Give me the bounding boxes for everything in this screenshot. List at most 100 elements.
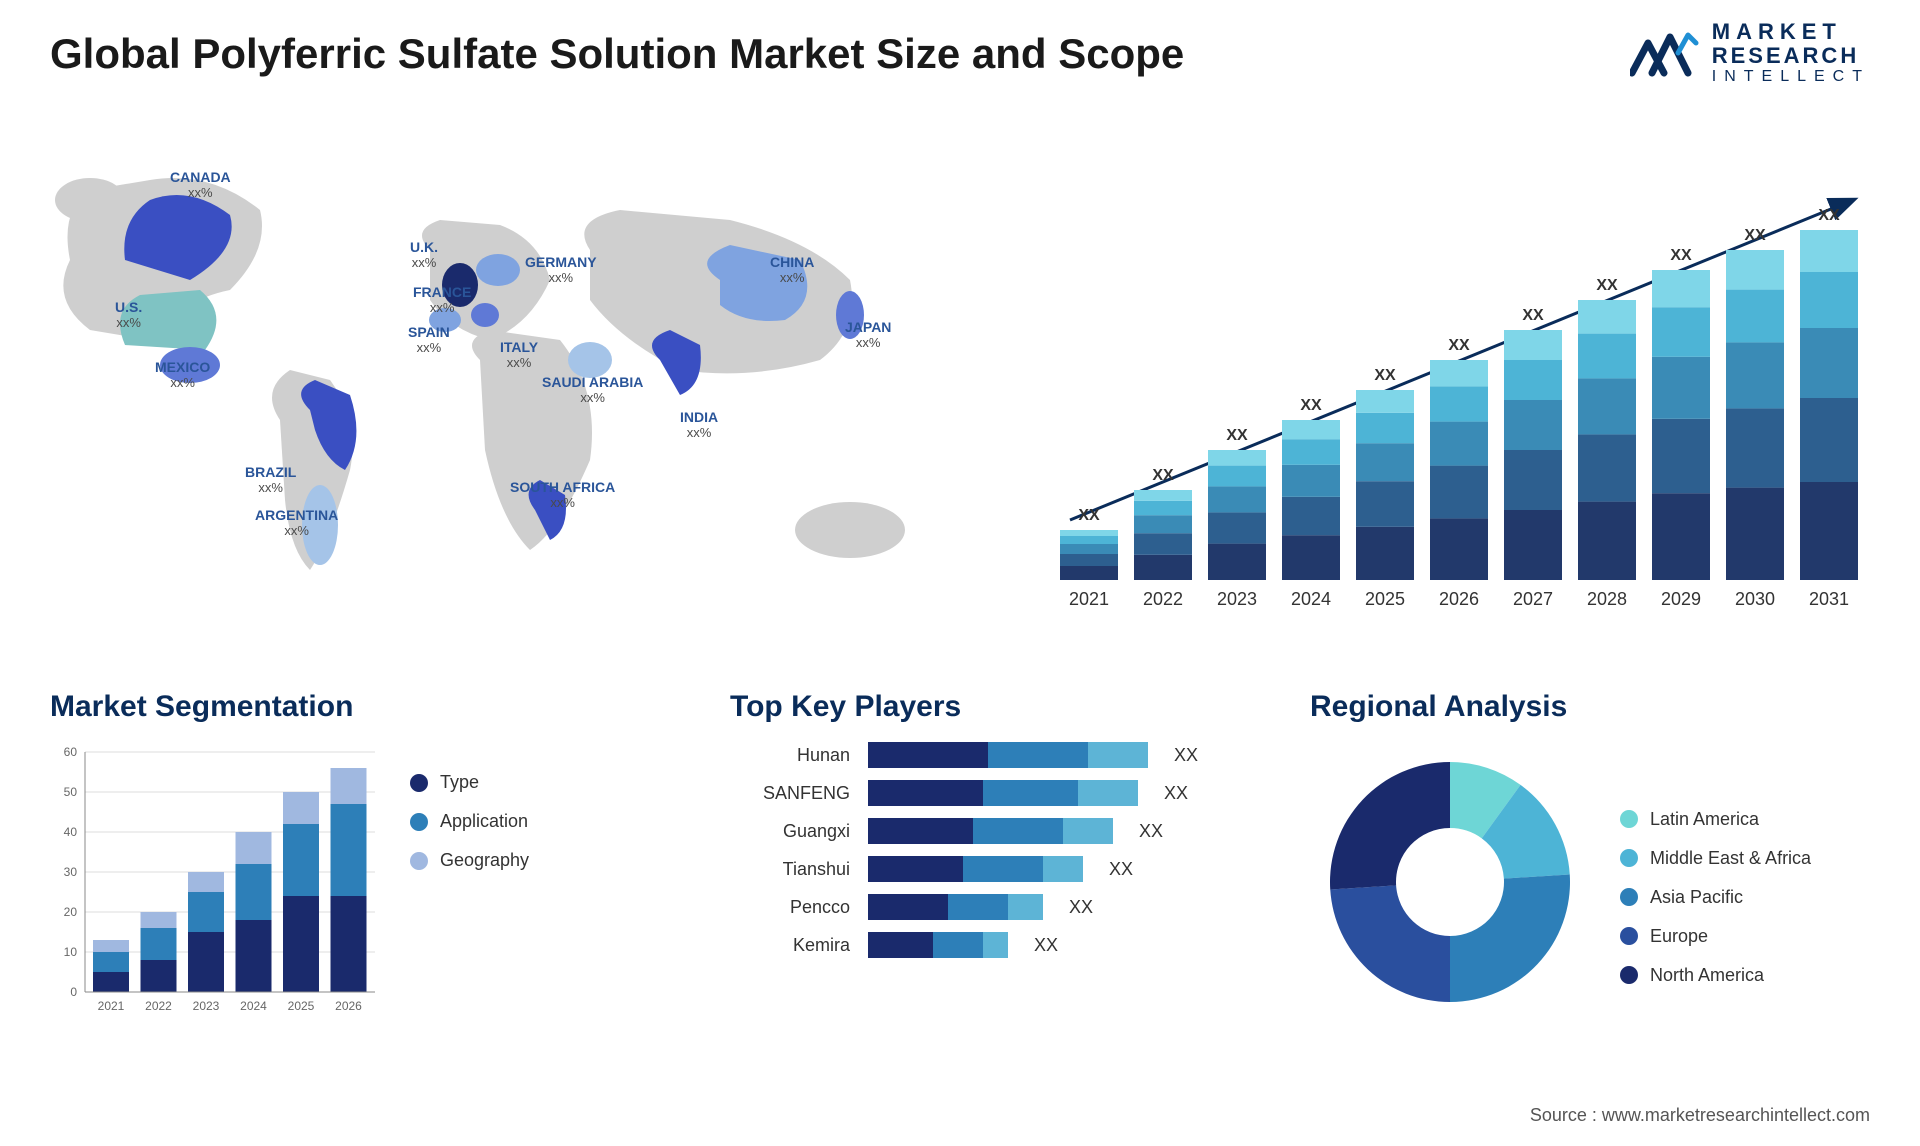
market-segmentation-section: Market Segmentation 01020304050602021202… (50, 690, 610, 1022)
map-country-label: ARGENTINAxx% (255, 508, 338, 539)
growth-bar-value: XX (1596, 277, 1618, 294)
growth-bar-segment (1134, 515, 1192, 533)
logo-text: MARKET RESEARCH INTELLECT (1712, 20, 1870, 86)
keyplayer-bar (868, 894, 1043, 920)
growth-bar-segment (1208, 466, 1266, 487)
seg-ytick: 10 (64, 945, 78, 959)
growth-bar-segment (1578, 300, 1636, 334)
seg-ytick: 20 (64, 905, 78, 919)
logo-line1: MARKET (1712, 20, 1870, 44)
growth-bar-segment (1134, 490, 1192, 501)
growth-bar-year: 2022 (1143, 589, 1183, 609)
keyplayer-bar-segment (868, 780, 983, 806)
legend-label: Application (440, 811, 528, 832)
growth-bar-segment (1430, 386, 1488, 421)
legend-dot-icon (1620, 888, 1638, 906)
legend-label: Type (440, 772, 479, 793)
legend-dot-icon (1620, 849, 1638, 867)
growth-bar-segment (1726, 408, 1784, 487)
legend-dot-icon (410, 813, 428, 831)
map-country-label: CANADAxx% (170, 170, 231, 201)
keyplayer-bar-segment (868, 932, 933, 958)
segmentation-chart: 0102030405060202120222023202420252026 (50, 742, 380, 1022)
keyplayer-bar-segment (933, 932, 983, 958)
map-country-label: U.S.xx% (115, 300, 142, 331)
legend-label: Geography (440, 850, 529, 871)
keyplayer-bar-segment (1063, 818, 1113, 844)
map-country-label: U.K.xx% (410, 240, 438, 271)
legend-dot-icon (410, 852, 428, 870)
seg-year-label: 2026 (335, 999, 362, 1013)
growth-bar-segment (1726, 488, 1784, 580)
growth-bar-segment (1060, 536, 1118, 544)
growth-bar-segment (1208, 486, 1266, 512)
keyplayer-value: XX (1069, 897, 1093, 918)
segmentation-title: Market Segmentation (50, 690, 610, 724)
growth-bar-segment (1726, 250, 1784, 290)
seg-legend-item: Type (410, 772, 529, 793)
seg-ytick: 50 (64, 785, 78, 799)
growth-bar-segment (1134, 533, 1192, 555)
growth-bar-segment (1356, 413, 1414, 443)
seg-bar-segment (93, 952, 129, 972)
legend-label: North America (1650, 965, 1764, 986)
growth-bar-segment (1134, 555, 1192, 580)
growth-bar-segment (1726, 290, 1784, 343)
keyplayer-bar-segment (963, 856, 1043, 882)
map-country-label: ITALYxx% (500, 340, 538, 371)
growth-bar-segment (1800, 398, 1858, 482)
regional-legend: Latin America Middle East & Africa Asia Pa… (1620, 779, 1811, 986)
source-attribution: Source : www.marketresearchintellect.com (1530, 1105, 1870, 1126)
regional-legend-item: Asia Pacific (1620, 887, 1811, 908)
keyplayer-name: Tianshui (730, 859, 850, 880)
map-country-label: SAUDI ARABIAxx% (542, 375, 643, 406)
map-country-label: SPAINxx% (408, 325, 450, 356)
seg-bar-segment (188, 892, 224, 932)
growth-bar-segment (1578, 334, 1636, 379)
seg-bar-segment (283, 896, 319, 992)
map-country-label: FRANCExx% (413, 285, 471, 316)
growth-bar-segment (1652, 419, 1710, 493)
keyplayer-row: KemiraXX (730, 932, 1260, 958)
keyplayer-bar-segment (973, 818, 1063, 844)
growth-bar-segment (1134, 501, 1192, 515)
seg-bar-segment (188, 872, 224, 892)
growth-bar-segment (1652, 270, 1710, 307)
growth-bar-segment (1282, 420, 1340, 439)
keyplayer-bar-segment (1088, 742, 1148, 768)
growth-bar-value: XX (1818, 207, 1840, 224)
seg-year-label: 2024 (240, 999, 267, 1013)
growth-bar-year: 2021 (1069, 589, 1109, 609)
keyplayer-row: HunanXX (730, 742, 1260, 768)
seg-year-label: 2025 (288, 999, 315, 1013)
growth-bar-segment (1430, 466, 1488, 519)
regional-legend-item: Europe (1620, 926, 1811, 947)
seg-bar-segment (93, 940, 129, 952)
growth-bar-segment (1060, 544, 1118, 554)
keyplayer-name: Hunan (730, 745, 850, 766)
keyplayer-value: XX (1139, 821, 1163, 842)
growth-bar-segment (1430, 422, 1488, 466)
growth-bar-segment (1652, 307, 1710, 357)
growth-bar-year: 2027 (1513, 589, 1553, 609)
regional-legend-item: Latin America (1620, 809, 1811, 830)
key-players-section: Top Key Players HunanXXSANFENGXXGuangxiX… (730, 690, 1260, 970)
keyplayers-title: Top Key Players (730, 690, 1260, 724)
growth-bar-segment (1356, 481, 1414, 527)
growth-bar-segment (1430, 518, 1488, 580)
seg-bar-segment (283, 792, 319, 824)
keyplayer-bar-segment (1008, 894, 1043, 920)
growth-bar-value: XX (1152, 467, 1174, 484)
keyplayer-bar (868, 856, 1083, 882)
growth-bar-year: 2025 (1365, 589, 1405, 609)
growth-bar-value: XX (1522, 307, 1544, 324)
growth-bar-segment (1652, 493, 1710, 580)
growth-bar-year: 2030 (1735, 589, 1775, 609)
regional-legend-item: Middle East & Africa (1620, 848, 1811, 869)
growth-bar-value: XX (1670, 247, 1692, 264)
growth-bar-value: XX (1448, 337, 1470, 354)
donut-slice (1330, 762, 1450, 890)
growth-bar-segment (1060, 530, 1118, 536)
growth-bar-segment (1282, 535, 1340, 580)
growth-bar-segment (1282, 465, 1340, 497)
